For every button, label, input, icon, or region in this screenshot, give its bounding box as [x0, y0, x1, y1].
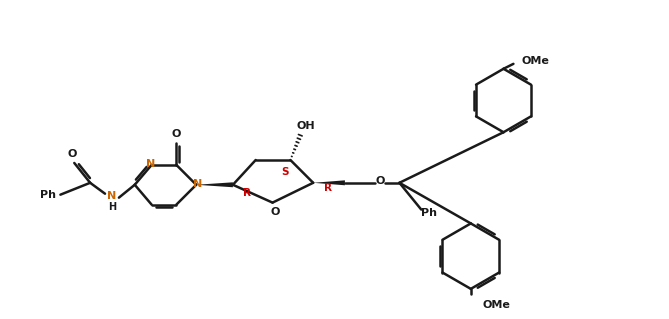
- Text: N: N: [107, 191, 116, 201]
- Text: Ph: Ph: [39, 190, 56, 200]
- Text: OMe: OMe: [483, 300, 510, 310]
- Text: O: O: [376, 176, 385, 186]
- Text: S: S: [282, 167, 289, 177]
- Text: N: N: [146, 159, 155, 169]
- Text: Ph: Ph: [421, 208, 437, 218]
- Polygon shape: [313, 180, 345, 185]
- Text: R: R: [324, 183, 332, 193]
- Text: OMe: OMe: [521, 56, 549, 66]
- Text: O: O: [68, 149, 77, 159]
- Text: N: N: [193, 179, 202, 189]
- Text: R: R: [243, 188, 251, 198]
- Polygon shape: [196, 182, 233, 187]
- Text: H: H: [108, 202, 116, 211]
- Text: OH: OH: [297, 121, 316, 131]
- Text: O: O: [172, 129, 181, 139]
- Text: O: O: [271, 206, 280, 217]
